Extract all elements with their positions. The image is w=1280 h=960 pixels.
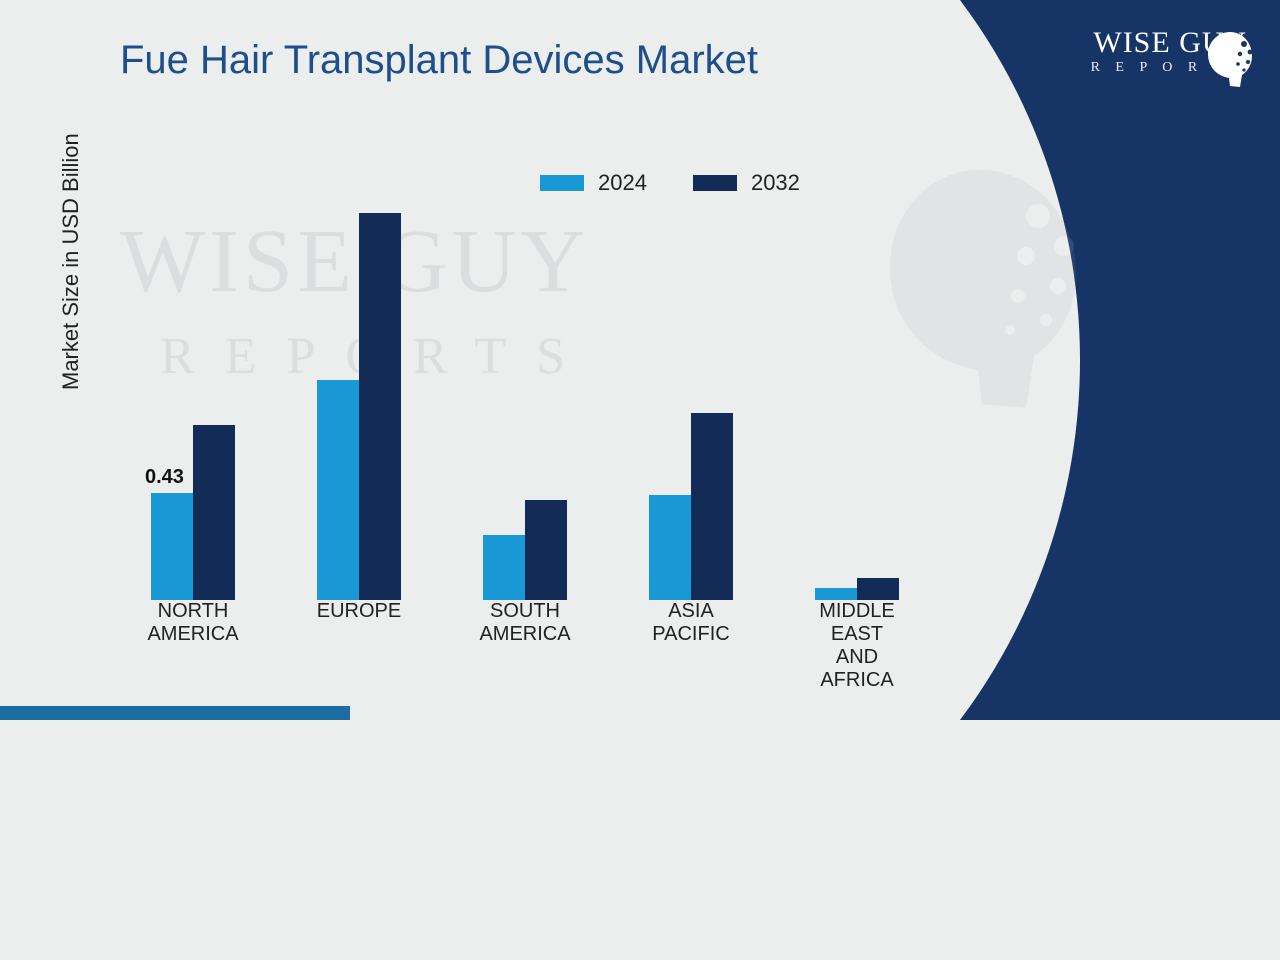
x-axis-label: NORTHAMERICA: [123, 600, 263, 692]
x-axis-label: SOUTHAMERICA: [455, 600, 595, 692]
legend: 2024 2032: [540, 170, 800, 196]
bar-2024: [151, 493, 193, 601]
bar-2032: [691, 413, 733, 601]
bar-group: [815, 578, 899, 601]
chart-title: Fue Hair Transplant Devices Market: [120, 38, 758, 83]
x-axis-label: MIDDLEEASTANDAFRICA: [787, 600, 927, 692]
head-icon: [1200, 30, 1260, 94]
accent-bar: [0, 706, 350, 720]
bar-2024: [317, 380, 359, 600]
value-label: 0.43: [145, 466, 184, 489]
legend-swatch: [693, 175, 737, 191]
bar-2024: [483, 535, 525, 600]
bar-group: 0.43: [151, 425, 235, 600]
bar-2032: [525, 500, 567, 600]
x-axis-label: EUROPE: [289, 600, 429, 692]
bar-2024: [815, 588, 857, 601]
chart-area: 0.43: [110, 200, 940, 600]
x-axis-label: ASIAPACIFIC: [621, 600, 761, 692]
bar-2024: [649, 495, 691, 600]
bar-2032: [193, 425, 235, 600]
y-axis-label: Market Size in USD Billion: [58, 133, 84, 390]
legend-label: 2024: [598, 170, 647, 196]
legend-item-2032: 2032: [693, 170, 800, 196]
legend-item-2024: 2024: [540, 170, 647, 196]
bar-group: [483, 500, 567, 600]
bar-group: [317, 213, 401, 601]
bar-2032: [359, 213, 401, 601]
legend-label: 2032: [751, 170, 800, 196]
x-axis: NORTHAMERICA EUROPE SOUTHAMERICA ASIAPACIFI…: [110, 600, 940, 692]
brand-logo: WISE GUY R E P O R T S: [1091, 26, 1250, 76]
bar-2032: [857, 578, 899, 601]
legend-swatch: [540, 175, 584, 191]
bar-group: [649, 413, 733, 601]
bar-groups: 0.43: [110, 200, 940, 600]
